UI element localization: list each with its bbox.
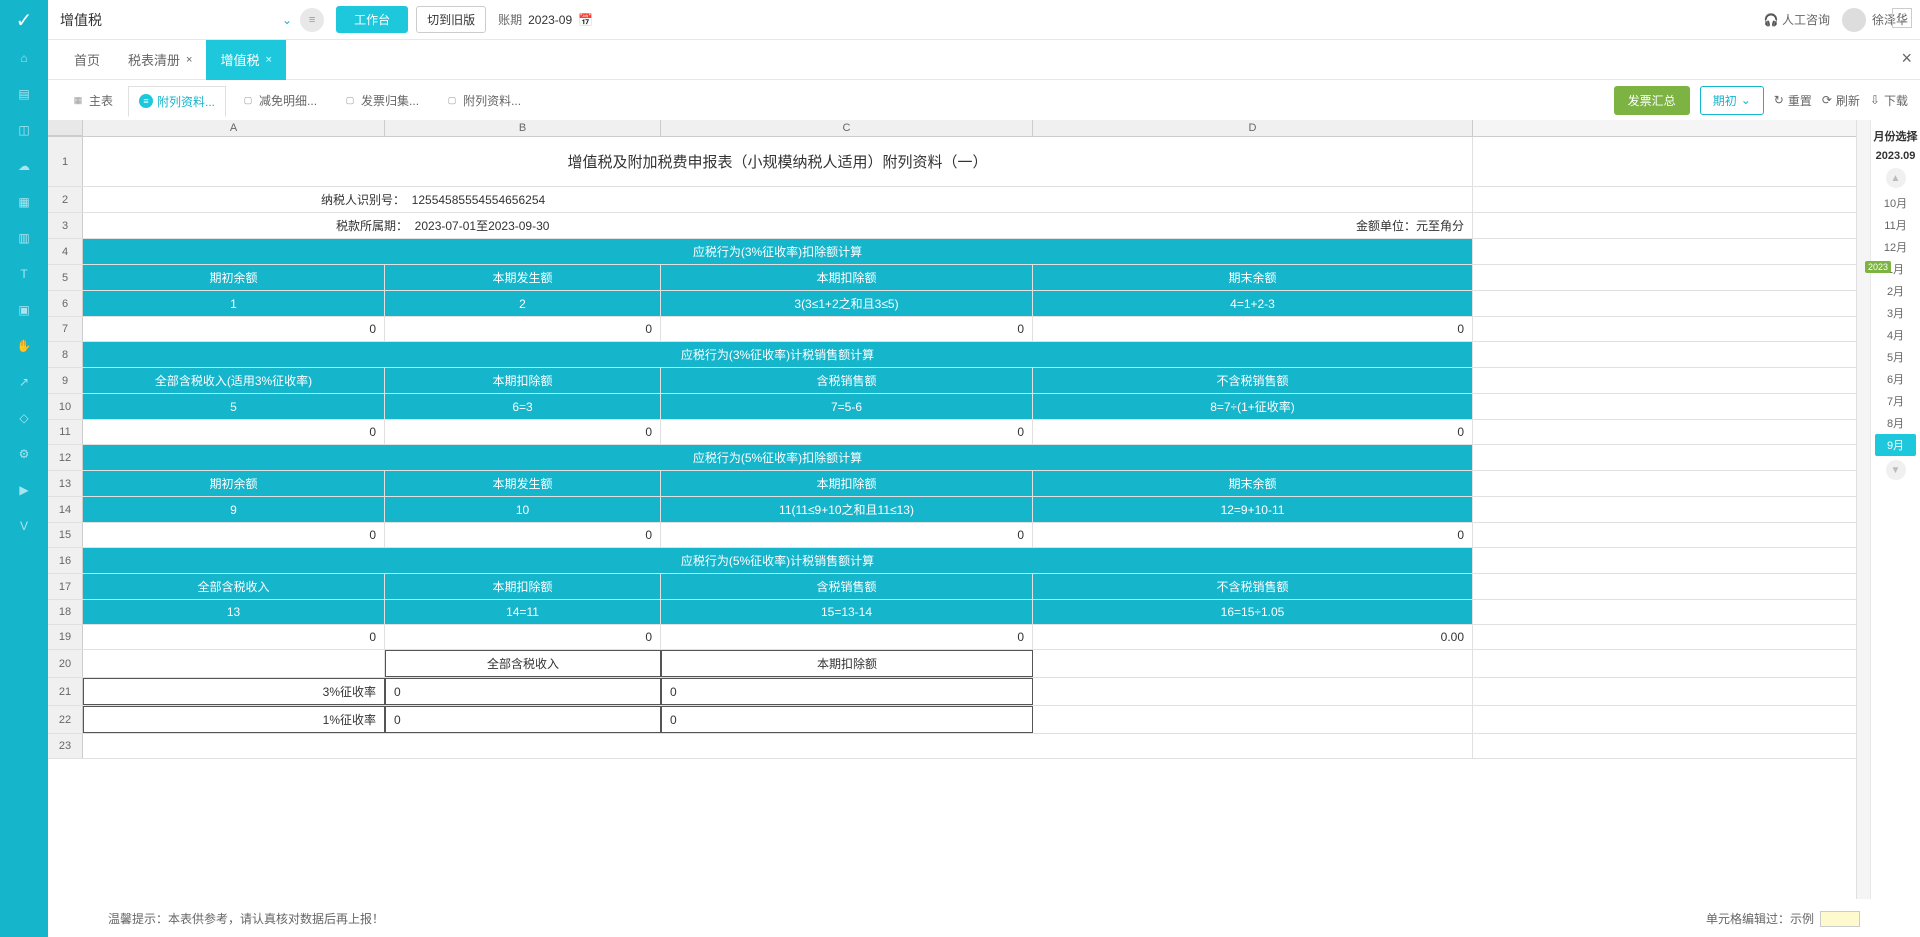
tab-bar: 首页 税表清册× 增值税× × [48, 40, 1920, 80]
app-title: 增值税 [60, 10, 102, 30]
list-icon[interactable]: ≡ [300, 8, 324, 32]
month-item[interactable]: 6月 [1871, 368, 1920, 390]
month-item[interactable]: 9月 [1875, 434, 1916, 456]
month-title: 月份选择 [1874, 124, 1918, 148]
topbar: 增值税 ⌄ ≡ 工作台 切到旧版 账期 2023-09 📅 🎧 人工咨询 徐泽华… [48, 0, 1920, 40]
consult-link[interactable]: 🎧 人工咨询 [1764, 11, 1830, 28]
period-label: 账期 [498, 11, 522, 28]
sidebar: ✓ ⌂ ▤ ◫ ☁ ▦ ▥ T ▣ ✋ ↗ ◇ ⚙ ▶ V [0, 0, 48, 937]
month-item[interactable]: 20231月 [1871, 258, 1920, 280]
month-up-icon[interactable]: ▲ [1886, 168, 1906, 188]
example-swatch [1820, 911, 1860, 927]
subtab-main[interactable]: ▦主表 [60, 85, 124, 116]
spreadsheet[interactable]: ABCD1增值税及附加税费申报表（小规模纳税人适用）附列资料（一）2纳税人识别号… [48, 120, 1856, 899]
nav-hand-icon[interactable]: ✋ [0, 328, 48, 364]
nav-gear-icon[interactable]: ⚙ [0, 436, 48, 472]
nav-play-icon[interactable]: ▶ [0, 472, 48, 508]
period-begin-button[interactable]: 期初⌄ [1700, 86, 1764, 115]
month-item[interactable]: 2月 [1871, 280, 1920, 302]
month-item[interactable]: 8月 [1871, 412, 1920, 434]
nav-v-icon[interactable]: V [0, 508, 48, 544]
switch-old-button[interactable]: 切到旧版 [416, 6, 486, 33]
subtab-attach-2[interactable]: ▢附列资料... [434, 85, 532, 116]
nav-exit-icon[interactable]: ↗ [0, 364, 48, 400]
nav-chart-icon[interactable]: ◫ [0, 112, 48, 148]
scrollbar-track[interactable] [1856, 120, 1870, 899]
month-item[interactable]: 10月 [1871, 192, 1920, 214]
month-item[interactable]: 11月 [1871, 214, 1920, 236]
chevron-down-icon: ⌄ [1741, 93, 1751, 107]
calendar-icon[interactable]: 📅 [578, 13, 593, 27]
nav-home-icon[interactable]: ⌂ [0, 40, 48, 76]
month-down-icon[interactable]: ▼ [1886, 460, 1906, 480]
tabs-close-all-icon[interactable]: × [1901, 48, 1912, 69]
month-current: 2023.09 [1876, 148, 1916, 164]
invoice-summary-button[interactable]: 发票汇总 [1614, 86, 1690, 115]
month-item[interactable]: 3月 [1871, 302, 1920, 324]
workbench-button[interactable]: 工作台 [336, 6, 408, 33]
tab-tax-list[interactable]: 税表清册× [114, 40, 206, 80]
nav-calc-icon[interactable]: ▥ [0, 220, 48, 256]
month-item[interactable]: 7月 [1871, 390, 1920, 412]
refresh-button[interactable]: ⟳ 刷新 [1822, 92, 1860, 109]
logo: ✓ [0, 0, 48, 40]
nav-tray-icon[interactable]: ◇ [0, 400, 48, 436]
close-icon[interactable]: × [265, 54, 271, 66]
subtab-invoice[interactable]: ▢发票归集... [332, 85, 430, 116]
nav-text-icon[interactable]: T [0, 256, 48, 292]
subtab-reduce[interactable]: ▢减免明细... [230, 85, 328, 116]
subtab-bar: ▦主表 ≡附列资料... ▢减免明细... ▢发票归集... ▢附列资料... … [48, 80, 1920, 120]
close-icon[interactable]: × [186, 54, 192, 66]
footer-tip: 温馨提示：本表供参考，请认真核对数据后再上报！ [108, 910, 384, 927]
month-item[interactable]: 4月 [1871, 324, 1920, 346]
nav-doc-icon[interactable]: ▤ [0, 76, 48, 112]
avatar [1842, 8, 1866, 32]
nav-img-icon[interactable]: ▣ [0, 292, 48, 328]
fullscreen-icon[interactable]: ⛶ [1892, 8, 1912, 28]
reset-button[interactable]: ↻ 重置 [1774, 92, 1812, 109]
subtab-attach-1[interactable]: ≡附列资料... [128, 86, 226, 117]
tab-home[interactable]: 首页 [60, 40, 114, 80]
download-button[interactable]: ⇩ 下载 [1870, 92, 1908, 109]
footer: 温馨提示：本表供参考，请认真核对数据后再上报！ 单元格编辑过：示例 [48, 899, 1920, 937]
edited-label: 单元格编辑过：示例 [1706, 910, 1814, 927]
month-item[interactable]: 12月 [1871, 236, 1920, 258]
nav-clip-icon[interactable]: ▦ [0, 184, 48, 220]
title-dropdown-icon[interactable]: ⌄ [282, 13, 292, 27]
tab-vat[interactable]: 增值税× [206, 40, 285, 80]
month-item[interactable]: 5月 [1871, 346, 1920, 368]
period-value: 2023-09 [528, 13, 572, 27]
month-panel: 月份选择 2023.09 ▲ 10月11月12月20231月2月3月4月5月6月… [1870, 120, 1920, 899]
nav-bag-icon[interactable]: ☁ [0, 148, 48, 184]
